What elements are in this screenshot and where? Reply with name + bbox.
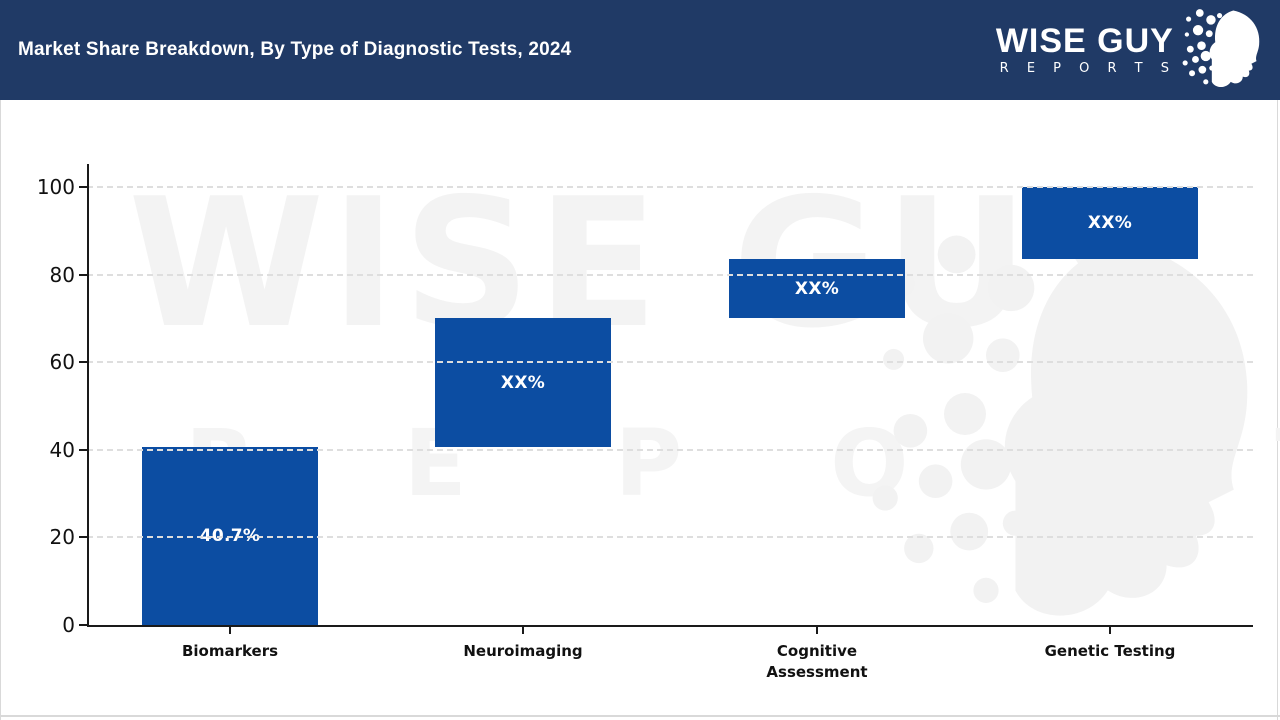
category-label-text: Neuroimaging — [463, 642, 583, 660]
gridline-20 — [87, 536, 1253, 539]
bar-value-label: 40.7% — [199, 525, 261, 546]
logo-wordmark: WISE GUY — [995, 22, 1174, 60]
x-axis-label-genetic-testing: Genetic Testing — [1000, 641, 1220, 662]
y-tick-label-100: 100 — [36, 174, 75, 199]
watermark-face-icon — [872, 235, 1248, 616]
x-axis-label-cognitive-assessment: Cognitive Assessment — [707, 641, 927, 683]
y-axis-line — [87, 164, 89, 627]
x-axis-label-biomarkers: Biomarkers — [120, 641, 340, 662]
logo-text: WISE GUY R E P O R T S — [994, 24, 1176, 76]
x-tick-3 — [816, 625, 818, 634]
x-tick-2 — [522, 625, 524, 634]
y-tick-label-0: 0 — [62, 613, 75, 637]
logo-subtitle: R E P O R T S — [999, 61, 1176, 76]
y-tick-20 — [79, 536, 87, 539]
gridline-100 — [87, 185, 1253, 188]
category-label-text: Biomarkers — [181, 642, 279, 660]
gridline-60 — [87, 361, 1253, 364]
y-tick-60 — [79, 361, 87, 364]
header: Market Share Breakdown, By Type of Diagn… — [0, 0, 1280, 100]
bar-value-label: XX% — [500, 372, 546, 393]
bar-neuroimaging: XX% — [435, 318, 611, 447]
bar-cognitive-assessment: XX% — [729, 259, 905, 319]
x-tick-1 — [229, 625, 231, 634]
y-tick-80 — [79, 273, 87, 276]
bar-biomarkers: 40.7% — [142, 446, 318, 625]
gridline-80 — [87, 273, 1253, 276]
y-tick-0 — [79, 624, 87, 626]
x-tick-4 — [1109, 625, 1111, 634]
watermark-text: WISE GUY — [128, 160, 1170, 367]
page-border-right — [1277, 100, 1278, 720]
chart-area: WISE GUY R E P O R T S 02040608010040.7%… — [0, 100, 1280, 720]
page-border-bottom — [0, 715, 1280, 717]
y-tick-label-60: 60 — [49, 350, 75, 375]
category-label-text: Cognitive Assessment — [766, 642, 868, 681]
y-tick-label-80: 80 — [49, 262, 75, 287]
y-tick-label-20: 20 — [49, 525, 75, 550]
wiseguy-logo: WISE GUY R E P O R T S — [994, 7, 1280, 93]
bar-genetic-testing: XX% — [1022, 186, 1198, 260]
y-tick-40 — [79, 448, 87, 451]
x-axis-label-neuroimaging: Neuroimaging — [413, 641, 633, 662]
bar-value-label: XX% — [794, 278, 840, 299]
page-border-left — [0, 100, 1, 720]
bar-value-label: XX% — [1087, 213, 1133, 234]
y-tick-100 — [79, 185, 87, 188]
gridline-40 — [87, 448, 1253, 451]
logo-face-icon — [1182, 9, 1260, 87]
category-label-text: Genetic Testing — [1044, 642, 1176, 660]
page-title: Market Share Breakdown, By Type of Diagn… — [18, 39, 572, 60]
y-tick-label-40: 40 — [49, 437, 75, 462]
x-axis-line — [87, 625, 1253, 627]
